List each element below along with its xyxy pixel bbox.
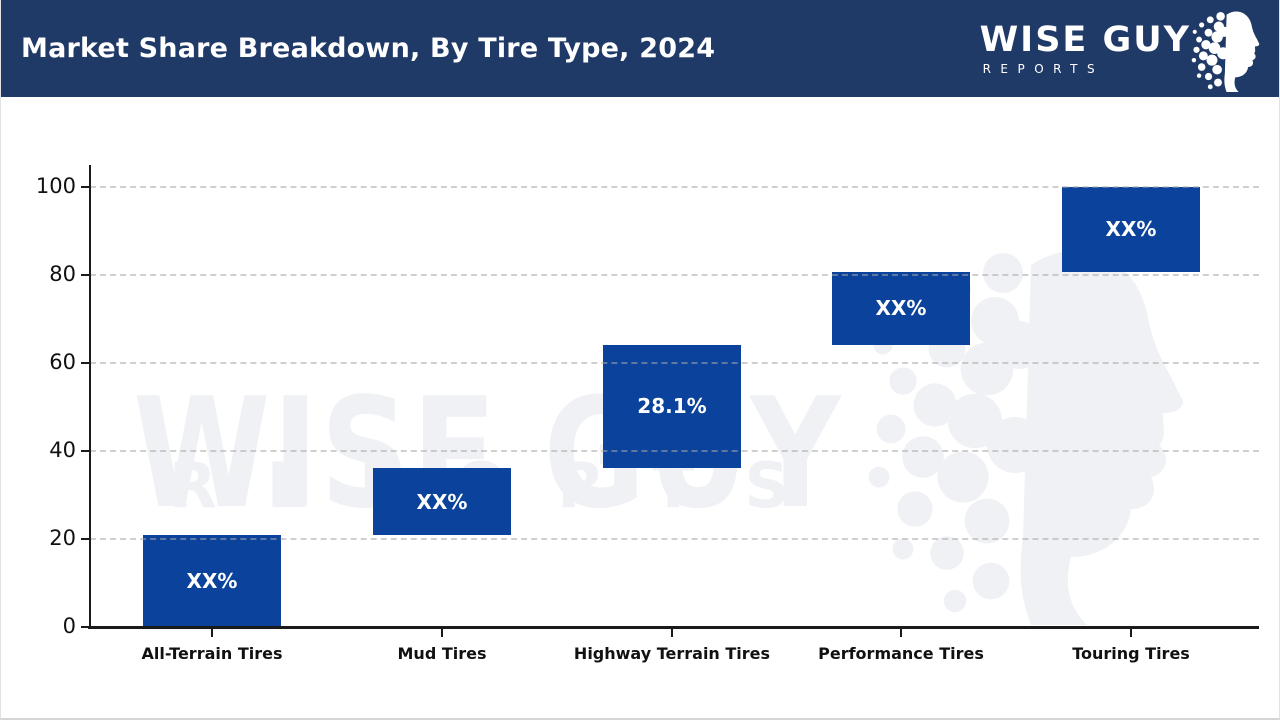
bar-value-label: XX% [1105, 217, 1157, 242]
gridline-80 [90, 274, 1259, 276]
x-category-label: Touring Tires [1072, 644, 1190, 663]
y-tick-label: 40 [49, 438, 76, 462]
y-tick-40 [81, 450, 89, 452]
logo-wordmark: WISE GUY [979, 19, 1191, 60]
gridline-20 [90, 538, 1259, 540]
x-category-label: All-Terrain Tires [141, 644, 283, 663]
wiseguy-logo-text: WISE GUY REPORTS [979, 19, 1191, 76]
x-tick [671, 629, 673, 637]
x-tick [441, 629, 443, 637]
page-title: Market Share Breakdown, By Tire Type, 20… [21, 33, 716, 64]
logo-subtext: REPORTS [982, 61, 1105, 76]
y-tick-label: 80 [49, 262, 76, 286]
y-tick-100 [81, 186, 89, 188]
x-axis-line [88, 626, 1259, 629]
wiseguy-logo: WISE GUY REPORTS [980, 6, 1261, 92]
y-tick-0 [81, 626, 89, 628]
x-category-label: Highway Terrain Tires [573, 644, 771, 663]
x-tick [211, 629, 213, 637]
x-tick [1130, 629, 1132, 637]
bar-segment: XX% [1062, 187, 1200, 272]
header-bar: Market Share Breakdown, By Tire Type, 20… [1, 0, 1279, 97]
y-tick-label: 0 [62, 614, 76, 638]
bar-segment: XX% [373, 468, 511, 536]
y-tick-60 [81, 362, 89, 364]
y-tick-label: 60 [49, 350, 76, 374]
x-category-label: Performance Tires [818, 644, 984, 663]
gridline-60 [90, 362, 1259, 364]
gridline-100 [90, 186, 1259, 188]
y-tick-20 [81, 538, 89, 540]
x-tick [900, 629, 902, 637]
y-tick-label: 20 [49, 526, 76, 550]
bar-segment: XX% [143, 535, 281, 627]
y-tick-label: 100 [35, 174, 76, 198]
bar-segment: 28.1% [603, 344, 741, 469]
bar-value-label: XX% [186, 569, 238, 594]
bar-value-label: 28.1% [637, 394, 707, 419]
y-tick-80 [81, 274, 89, 276]
x-category-label: Mud Tires [397, 644, 487, 663]
gridline-40 [90, 450, 1259, 452]
y-axis-line [89, 165, 91, 628]
bar-value-label: XX% [416, 489, 468, 514]
bar-segment: XX% [832, 271, 970, 345]
bar-value-label: XX% [875, 296, 927, 321]
